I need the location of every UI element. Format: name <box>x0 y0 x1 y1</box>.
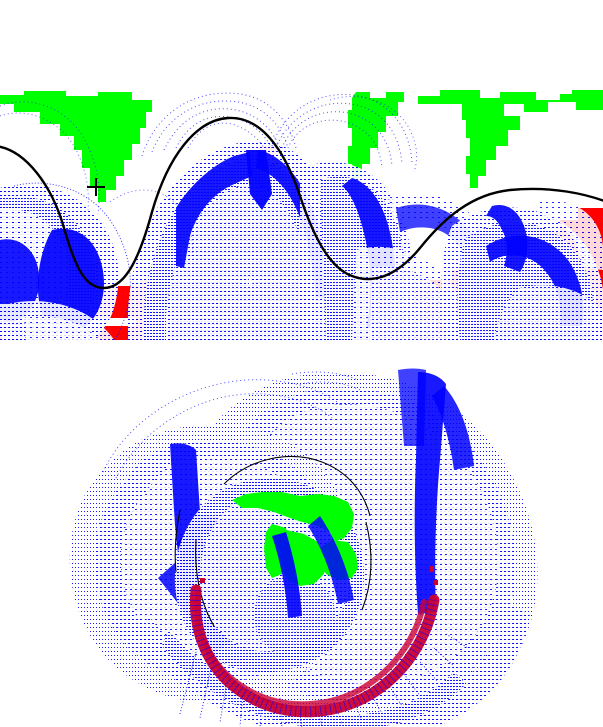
negative-region-center-2 <box>404 96 440 104</box>
perspective-content-group <box>69 368 538 727</box>
synoptic-map-panel <box>0 90 603 340</box>
field-bundle-upper-left-sparse <box>0 101 193 257</box>
field-bundle-left <box>0 182 131 340</box>
flux-rope-arc <box>189 566 440 718</box>
field-line-bundles <box>0 92 603 340</box>
polarity-inversion-line <box>0 116 603 290</box>
overlying-arcs <box>102 371 361 479</box>
negative-region-left <box>0 91 152 202</box>
core-seams <box>272 516 354 618</box>
map-content-group <box>0 90 603 340</box>
field-bundle-right-lobe <box>441 200 603 340</box>
negative-region-right <box>440 90 603 188</box>
perspective-view-svg <box>69 368 538 727</box>
field-bundle-central-arch <box>128 92 418 340</box>
synoptic-map-svg <box>0 90 603 340</box>
negative-region-center <box>348 92 404 178</box>
perspective-view-panel <box>0 362 603 727</box>
negative-region-far-right <box>572 90 603 104</box>
